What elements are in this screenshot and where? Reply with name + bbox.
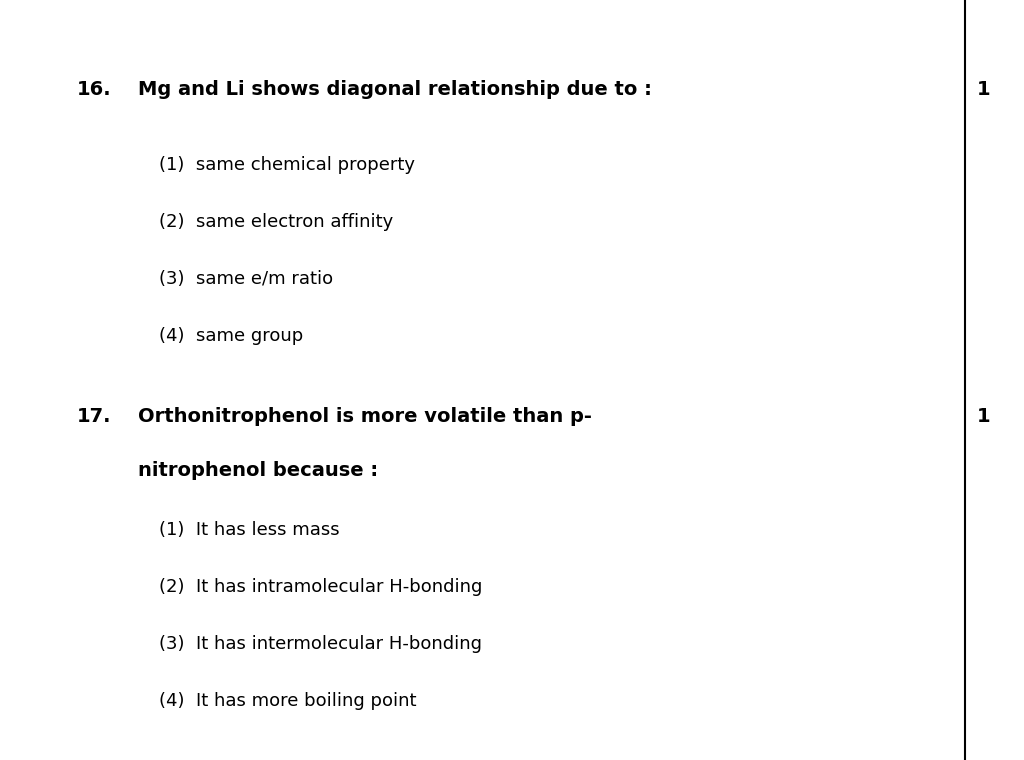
Text: Mg and Li shows diagonal relationship due to :: Mg and Li shows diagonal relationship du… [138,80,652,99]
Text: 17.: 17. [77,407,112,426]
Text: (3)  same e/m ratio: (3) same e/m ratio [159,270,333,288]
Text: (2)  same electron affinity: (2) same electron affinity [159,213,393,231]
Text: (3)  It has intermolecular H-bonding: (3) It has intermolecular H-bonding [159,635,481,653]
Text: (4)  It has more boiling point: (4) It has more boiling point [159,692,416,710]
Text: 1: 1 [977,80,990,99]
Text: (1)  It has less mass: (1) It has less mass [159,521,339,539]
Text: (4)  same group: (4) same group [159,327,303,345]
Text: 1: 1 [977,407,990,426]
Text: (2)  It has intramolecular H-bonding: (2) It has intramolecular H-bonding [159,578,482,596]
Text: nitrophenol because :: nitrophenol because : [138,461,378,480]
Text: 16.: 16. [77,80,112,99]
Text: Orthonitrophenol is more volatile than p-: Orthonitrophenol is more volatile than p… [138,407,592,426]
Text: (1)  same chemical property: (1) same chemical property [159,156,415,174]
